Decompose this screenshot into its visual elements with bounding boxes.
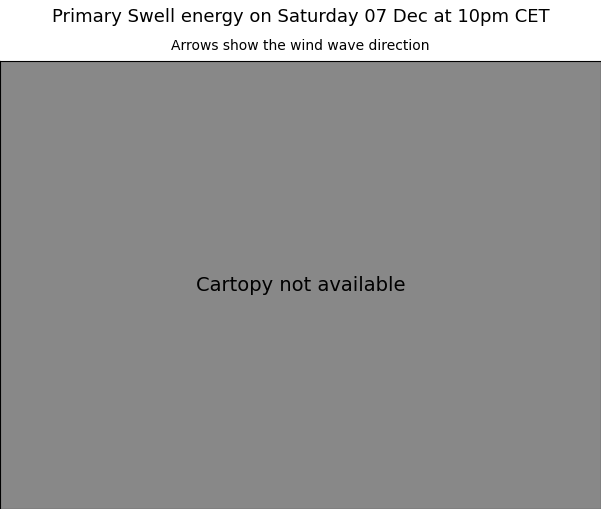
- Text: Arrows show the wind wave direction: Arrows show the wind wave direction: [171, 39, 430, 53]
- Text: Primary Swell energy on Saturday 07 Dec at 10pm CET: Primary Swell energy on Saturday 07 Dec …: [52, 8, 549, 26]
- Text: Cartopy not available: Cartopy not available: [196, 275, 405, 295]
